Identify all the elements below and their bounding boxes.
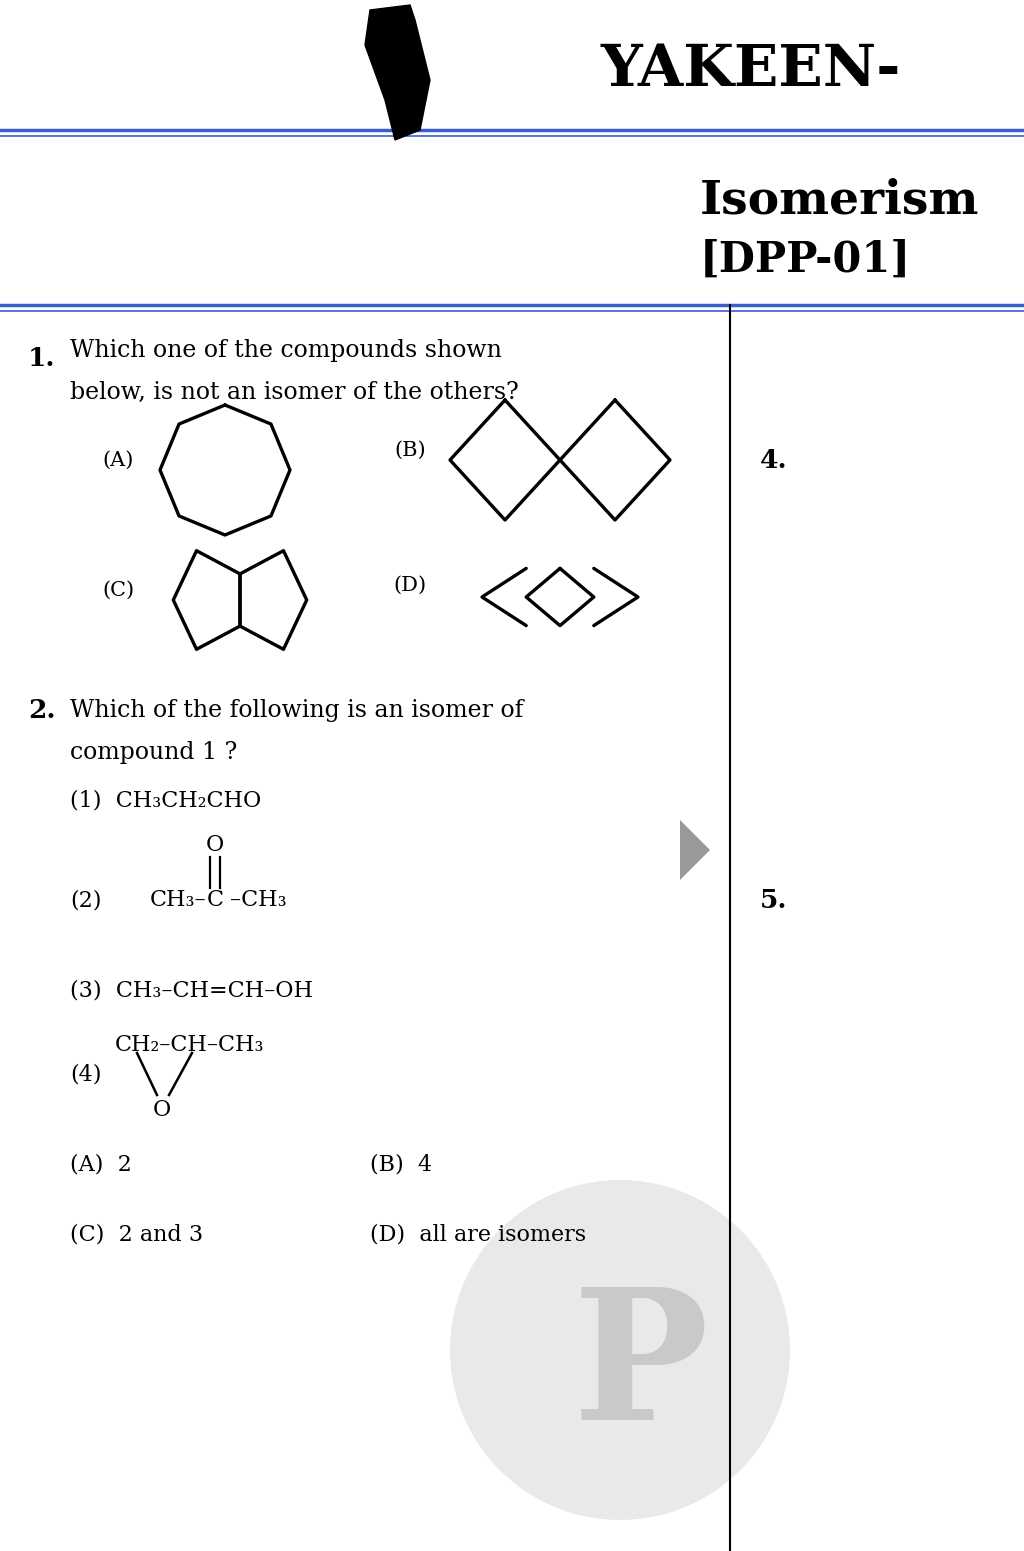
Text: Which of the following is an isomer of: Which of the following is an isomer of	[70, 698, 523, 721]
Text: C: C	[207, 889, 223, 910]
Text: 4.: 4.	[760, 448, 787, 473]
Text: O: O	[206, 834, 224, 856]
Text: (2): (2)	[70, 889, 101, 910]
Text: (B): (B)	[394, 440, 426, 459]
Text: (A): (A)	[102, 450, 134, 470]
Polygon shape	[365, 5, 430, 140]
Text: (D)  all are isomers: (D) all are isomers	[370, 1224, 586, 1245]
Text: (B)  4: (B) 4	[370, 1154, 432, 1176]
Text: Isomerism: Isomerism	[700, 177, 980, 223]
Text: Which one of the compounds shown: Which one of the compounds shown	[70, 338, 502, 361]
Text: [DPP-01]: [DPP-01]	[700, 239, 911, 281]
Text: (D): (D)	[393, 575, 427, 594]
Text: CH₂–CH–CH₃: CH₂–CH–CH₃	[115, 1035, 264, 1056]
Text: CH₃–: CH₃–	[150, 889, 207, 910]
Text: 1.: 1.	[28, 346, 55, 371]
Text: 2.: 2.	[28, 698, 55, 723]
Text: –CH₃: –CH₃	[230, 889, 287, 910]
Circle shape	[450, 1180, 790, 1520]
Text: (A)  2: (A) 2	[70, 1154, 132, 1176]
Text: (4): (4)	[70, 1064, 101, 1086]
Text: (3)  CH₃–CH=CH–OH: (3) CH₃–CH=CH–OH	[70, 979, 313, 1000]
Polygon shape	[680, 820, 710, 879]
Text: below, is not an isomer of the others?: below, is not an isomer of the others?	[70, 380, 519, 403]
Text: (C): (C)	[102, 580, 134, 600]
Text: P: P	[572, 1283, 708, 1458]
Text: O: O	[153, 1100, 171, 1121]
Text: 5.: 5.	[760, 887, 787, 912]
Text: (1)  CH₃CH₂CHO: (1) CH₃CH₂CHO	[70, 789, 261, 811]
Text: (C)  2 and 3: (C) 2 and 3	[70, 1224, 203, 1245]
Text: YAKEEN-: YAKEEN-	[600, 42, 900, 98]
Text: compound 1 ?: compound 1 ?	[70, 740, 238, 763]
